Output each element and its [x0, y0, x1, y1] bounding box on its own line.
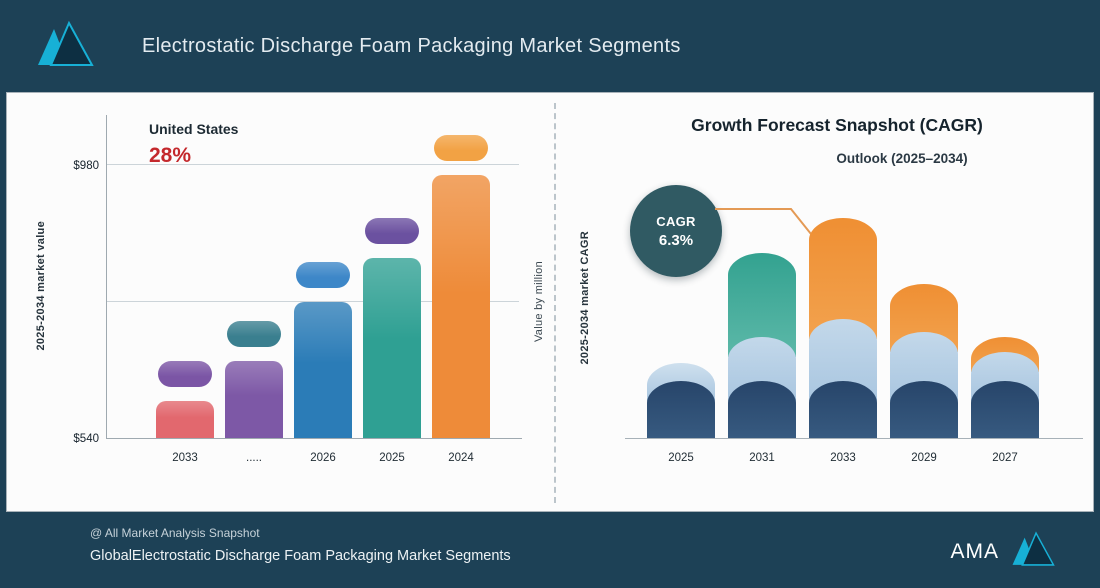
y-tick-label: $540 [73, 433, 99, 445]
bar-segment-base [809, 380, 877, 438]
category-label: ..... [246, 452, 262, 464]
ama-logo-icon [1011, 530, 1055, 573]
bar [363, 258, 421, 438]
bar [225, 361, 283, 438]
right-y-axis-label: 2025-2034 market CAGR [579, 231, 591, 365]
forecast-bar-2031: 2031 [728, 253, 796, 464]
category-label: 2027 [992, 452, 1018, 464]
category-label: 2024 [448, 452, 474, 464]
category-label: 2026 [310, 452, 336, 464]
left-y-axis-line [106, 115, 107, 439]
brand-text: AMA [950, 539, 999, 563]
bar-segment-base [728, 380, 796, 438]
footer-title: GlobalElectrostatic Discharge Foam Packa… [90, 548, 511, 564]
region-label: United States [149, 121, 239, 137]
content-card: 2025-2034 market value United States 28%… [6, 92, 1094, 512]
category-label: 2025 [379, 452, 405, 464]
category-label: 2033 [830, 452, 856, 464]
market-bar-2033: 2033 [155, 153, 215, 464]
category-label: 2031 [749, 452, 775, 464]
category-label: 2025 [668, 452, 694, 464]
forecast-title: Growth Forecast Snapshot (CAGR) [691, 115, 983, 135]
footer: @ All Market Analysis Snapshot GlobalEle… [0, 512, 1100, 588]
footer-brand: AMA [950, 530, 1055, 573]
growth-percentage: 28% [149, 144, 192, 167]
forecast-bar-2033: 2033 [809, 218, 877, 464]
category-label: 2029 [911, 452, 937, 464]
bar-cap [434, 135, 488, 161]
left-annotation: United States 28% [149, 121, 238, 168]
y-tick-label: $980 [73, 160, 99, 173]
bar-cap [296, 262, 350, 288]
header: Electrostatic Discharge Foam Packaging M… [0, 0, 1100, 92]
cagr-badge-label: CAGR [656, 213, 696, 229]
left-y-ticks: $980 $540 [47, 153, 99, 445]
category-label: 2033 [172, 452, 198, 464]
ama-logo-icon [36, 19, 94, 74]
bar [432, 175, 490, 438]
market-bar-2024: 2024 [431, 135, 491, 464]
bar [294, 302, 352, 438]
page-title: Electrostatic Discharge Foam Packaging M… [142, 34, 681, 57]
right-bar-chart: 2025 2031 2033 2029 2027 [647, 218, 1039, 464]
forecast-bar-2029: 2029 [890, 284, 958, 464]
left-y-axis-label: 2025-2034 market value [35, 221, 47, 351]
panel-divider [554, 103, 556, 503]
bar-segment-base [647, 380, 715, 438]
footer-note: @ All Market Analysis Snapshot [90, 526, 260, 540]
forecast-bar-2027: 2027 [971, 336, 1039, 464]
cagr-badge: CAGR 6.3% [630, 185, 722, 277]
cagr-badge-value: 6.3% [658, 231, 694, 249]
market-bar-2026: 2026 [293, 153, 353, 464]
forecast-bar-2025: 2025 [647, 363, 715, 464]
left-bar-chart: 2033..... 2026 2025 2024 [155, 135, 500, 464]
right-baseline [625, 438, 1083, 439]
market-bar-.....: ..... [224, 153, 284, 464]
value-by-million-label: Value by million [533, 261, 545, 343]
left-baseline [106, 438, 522, 439]
forecast-subtitle: Outlook (2025–2034) [836, 151, 968, 166]
bar-segment-base [971, 380, 1039, 438]
bar [156, 401, 214, 438]
bar-cap [365, 218, 419, 244]
market-bar-2025: 2025 [362, 153, 422, 464]
bar-cap [227, 321, 281, 347]
bar-segment-base [890, 380, 958, 438]
bar-cap [158, 361, 212, 387]
